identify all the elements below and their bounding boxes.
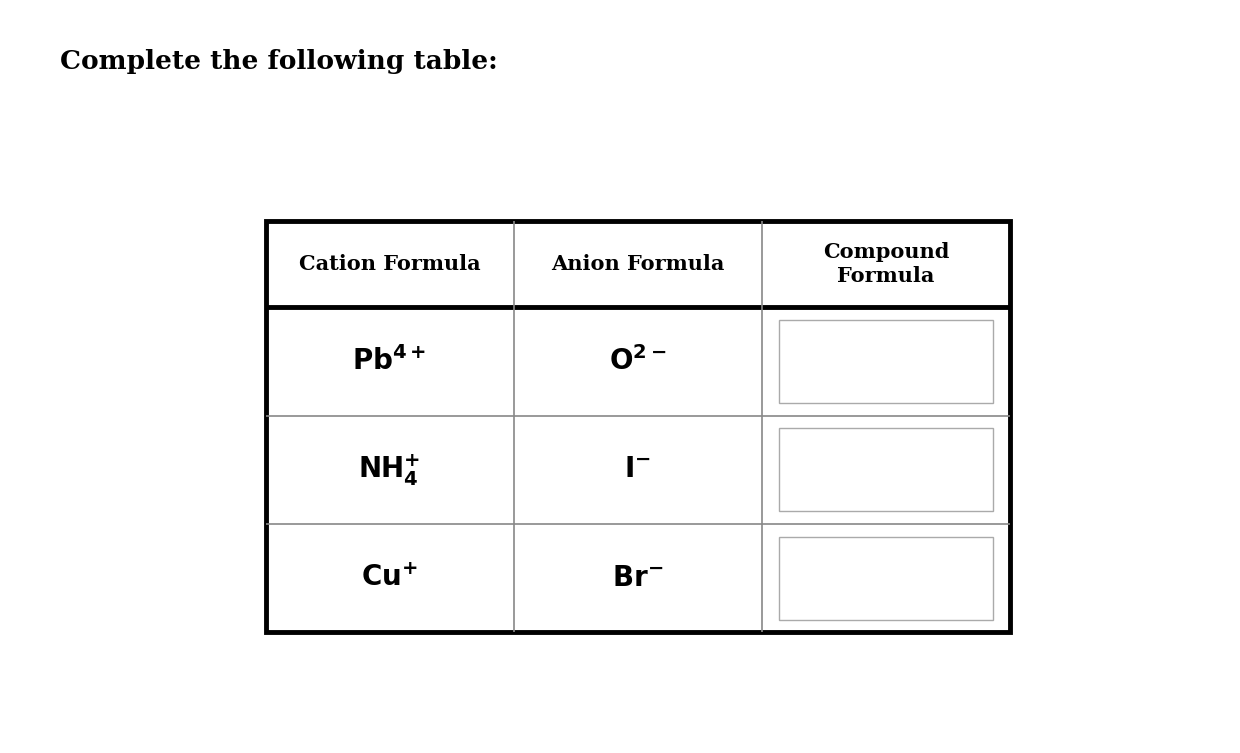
- Text: $\bf{I}^{\bf{-}}$: $\bf{I}^{\bf{-}}$: [624, 456, 651, 483]
- Text: $\bf{Pb}^{\bf{4+}}$: $\bf{Pb}^{\bf{4+}}$: [352, 346, 427, 376]
- Bar: [779, 537, 993, 620]
- Bar: [779, 320, 993, 403]
- Text: Complete the following table:: Complete the following table:: [60, 49, 497, 74]
- Text: Compound
Formula: Compound Formula: [822, 242, 949, 286]
- Text: $\bf{NH}_{\bf{4}}^{\bf{+}}$: $\bf{NH}_{\bf{4}}^{\bf{+}}$: [358, 452, 420, 488]
- Bar: [779, 428, 993, 511]
- Bar: [265, 221, 1011, 633]
- Text: $\bf{O}^{\bf{2-}}$: $\bf{O}^{\bf{2-}}$: [609, 346, 666, 376]
- Text: $\bf{Br}^{\bf{-}}$: $\bf{Br}^{\bf{-}}$: [611, 565, 663, 592]
- Text: $\bf{Cu}^{\bf{+}}$: $\bf{Cu}^{\bf{+}}$: [361, 564, 418, 592]
- Text: Cation Formula: Cation Formula: [299, 254, 480, 274]
- Text: Anion Formula: Anion Formula: [551, 254, 724, 274]
